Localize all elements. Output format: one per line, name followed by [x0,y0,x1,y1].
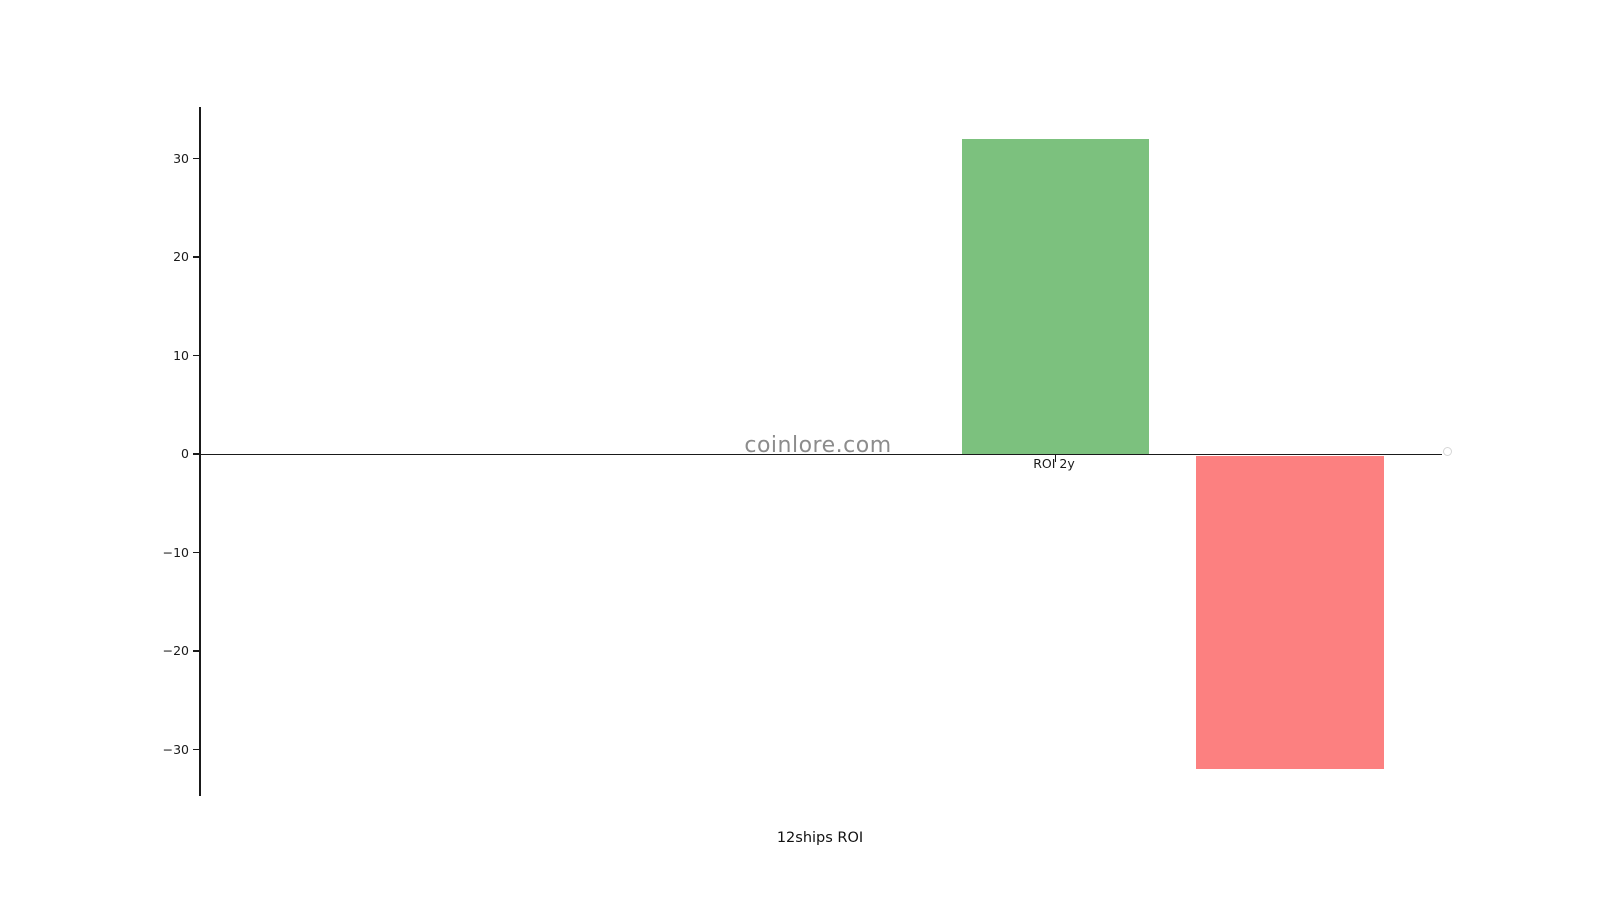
y-tick-label: 0 [181,446,189,461]
y-tick-label: −30 [162,741,189,757]
y-tick-label: −20 [162,643,189,658]
y-tick-mark [193,453,200,455]
y-tick-mark [193,157,200,160]
bar-negative [1196,455,1384,770]
y-tick-mark [193,650,200,652]
y-tick-mark [193,551,200,554]
x-tick-label-roi-2y: ROI 2y [1033,455,1075,471]
y-tick-label: 10 [173,347,189,363]
x-axis-zero-line [199,453,1442,455]
y-tick-label: 20 [173,249,189,264]
y-tick-mark [193,354,200,357]
axis-end-marker-icon [1443,446,1452,456]
y-tick-label: −10 [162,544,189,560]
chart-x-axis-label: 12ships ROI [776,830,864,846]
x-tick-mark [1055,454,1057,462]
bar-positive-roi-2y [962,138,1149,454]
watermark-text: coinlore.com [744,433,892,458]
y-tick-mark [193,256,200,258]
y-tick-mark [193,748,200,751]
y-axis-spine [199,107,201,796]
y-tick-label: 30 [173,150,189,166]
